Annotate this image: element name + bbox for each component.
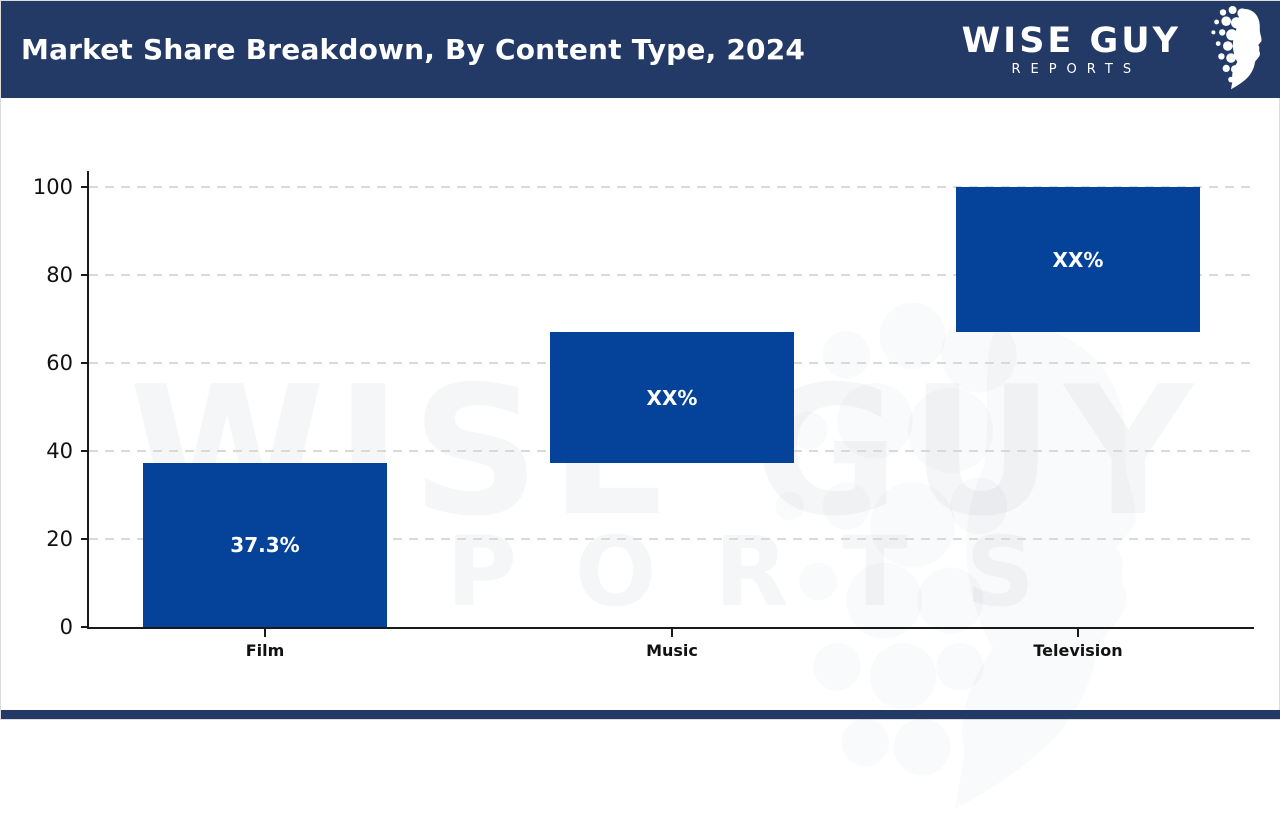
y-tick-label-20: 20 bbox=[46, 527, 73, 551]
gridline-20 bbox=[89, 538, 1254, 540]
bar-television: XX% bbox=[956, 187, 1200, 333]
bar-value-label-television: XX% bbox=[1052, 247, 1104, 272]
header-bar: Market Share Breakdown, By Content Type,… bbox=[1, 1, 1280, 98]
x-tick-music bbox=[671, 629, 673, 637]
bar-music: XX% bbox=[550, 332, 794, 463]
x-tick-label-film: Film bbox=[245, 641, 285, 660]
plot-area: WISE GUY REPORTS 02040608010037.3%FilmXX… bbox=[1, 98, 1280, 712]
y-tick-label-100: 100 bbox=[32, 175, 73, 199]
x-tick-film bbox=[264, 629, 266, 637]
page-title: Market Share Breakdown, By Content Type,… bbox=[21, 33, 806, 66]
y-tick-60 bbox=[81, 362, 89, 364]
wiseguy-logo-text: WISE GUY REPORTS bbox=[961, 20, 1181, 77]
y-tick-100 bbox=[81, 186, 89, 188]
gridline-100 bbox=[89, 186, 1254, 188]
y-tick-label-40: 40 bbox=[46, 439, 73, 463]
logo-subtitle: REPORTS bbox=[1011, 61, 1142, 77]
bar-value-label-film: 37.3% bbox=[230, 532, 300, 557]
chart-card: Market Share Breakdown, By Content Type,… bbox=[0, 0, 1280, 720]
y-tick-label-0: 0 bbox=[59, 615, 73, 639]
wiseguy-logo: WISE GUY REPORTS bbox=[961, 5, 1263, 94]
y-axis-spine bbox=[87, 171, 89, 629]
y-tick-label-80: 80 bbox=[46, 263, 73, 287]
footer-bar bbox=[1, 710, 1280, 719]
y-tick-20 bbox=[81, 538, 89, 540]
x-axis-spine bbox=[87, 627, 1254, 629]
bar-value-label-music: XX% bbox=[646, 385, 698, 410]
x-tick-television bbox=[1077, 629, 1079, 637]
y-tick-40 bbox=[81, 450, 89, 452]
y-tick-0 bbox=[81, 626, 89, 628]
gridline-80 bbox=[89, 274, 1254, 276]
y-tick-label-60: 60 bbox=[46, 351, 73, 375]
x-tick-label-music: Music bbox=[646, 641, 698, 660]
wiseguy-head-icon bbox=[1211, 5, 1262, 89]
y-tick-80 bbox=[81, 274, 89, 276]
x-tick-label-television: Television bbox=[1033, 641, 1123, 660]
logo-wordmark: WISE GUY bbox=[961, 20, 1181, 61]
bar-film: 37.3% bbox=[143, 462, 387, 627]
